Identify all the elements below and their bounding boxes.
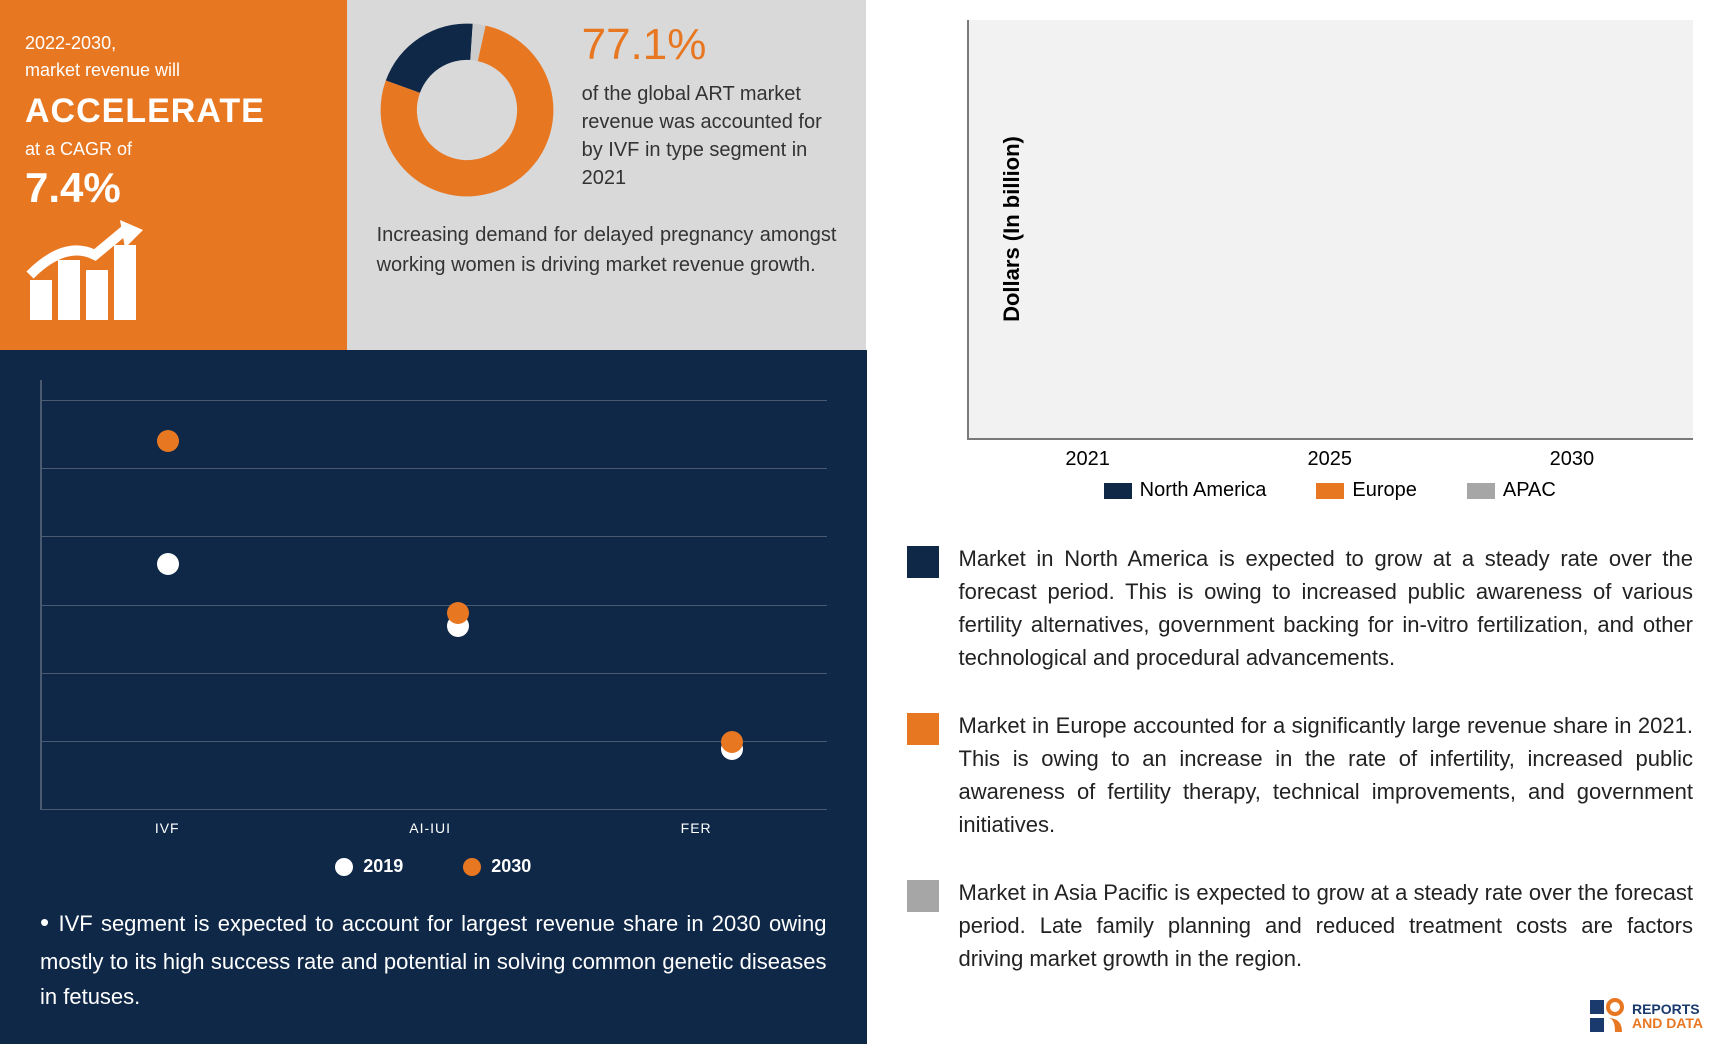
bar-chart-x-labels: 2021 2025 2030 bbox=[967, 448, 1694, 471]
cagr-period: 2022-2030, bbox=[25, 30, 322, 57]
dot-chart-area bbox=[40, 380, 827, 810]
bar-x-label: 2021 bbox=[1065, 448, 1110, 471]
donut-panel: 77.1% of the global ART market revenue w… bbox=[347, 0, 867, 350]
dot-chart-x-labels: IVF AI-IUI FER bbox=[40, 820, 827, 836]
donut-caption: Increasing demand for delayed pregnancy … bbox=[377, 220, 837, 280]
bar-x-label: 2025 bbox=[1307, 448, 1352, 471]
dot-legend-item: 2030 bbox=[463, 856, 531, 877]
bar-x-label: 2030 bbox=[1550, 448, 1595, 471]
dot-chart-category: FER bbox=[681, 820, 712, 836]
region-text: Market in North America is expected to g… bbox=[959, 542, 1694, 674]
cagr-percent: 7.4% bbox=[25, 164, 322, 212]
cagr-sub: at a CAGR of bbox=[25, 139, 322, 160]
region-notes: Market in North America is expected to g… bbox=[907, 542, 1694, 975]
growth-chart-icon bbox=[25, 220, 145, 320]
dot-chart-caption: IVF segment is expected to account for l… bbox=[40, 902, 827, 1014]
bar-legend-item: Europe bbox=[1316, 479, 1417, 502]
bar-chart: Dollars (In billion) bbox=[967, 20, 1694, 440]
bar-chart-y-label: Dollars (In billion) bbox=[998, 136, 1024, 322]
cagr-panel: 2022-2030, market revenue will ACCELERAT… bbox=[0, 0, 347, 350]
logo-icon bbox=[1588, 998, 1624, 1034]
dot-chart-panel: IVF AI-IUI FER 2019 2030 IVF segment is exp… bbox=[0, 350, 867, 1044]
donut-description: of the global ART market revenue was acc… bbox=[582, 80, 837, 192]
dot-chart-category: AI-IUI bbox=[409, 820, 451, 836]
dot-point bbox=[157, 553, 179, 575]
donut-percent: 77.1% bbox=[582, 20, 837, 70]
donut-chart bbox=[377, 20, 557, 200]
dot-legend-item: 2019 bbox=[335, 856, 403, 877]
logo-line2: AND DATA bbox=[1632, 1016, 1703, 1030]
bar-chart-legend: North America Europe APAC bbox=[967, 479, 1694, 502]
region-note: Market in Europe accounted for a signifi… bbox=[907, 709, 1694, 841]
region-swatch bbox=[907, 713, 939, 745]
logo-line1: REPORTS bbox=[1632, 1002, 1703, 1016]
region-note: Market in North America is expected to g… bbox=[907, 542, 1694, 674]
region-swatch bbox=[907, 880, 939, 912]
region-note: Market in Asia Pacific is expected to gr… bbox=[907, 876, 1694, 975]
cagr-intro: market revenue will bbox=[25, 57, 322, 84]
dot-point bbox=[447, 602, 469, 624]
dot-chart-category: IVF bbox=[155, 820, 180, 836]
bar-legend-item: APAC bbox=[1467, 479, 1556, 502]
region-text: Market in Europe accounted for a signifi… bbox=[959, 709, 1694, 841]
region-swatch bbox=[907, 546, 939, 578]
cagr-accelerate: ACCELERATE bbox=[25, 92, 322, 131]
bar-legend-item: North America bbox=[1104, 479, 1267, 502]
dot-chart-legend: 2019 2030 bbox=[40, 856, 827, 877]
logo: REPORTS AND DATA bbox=[1588, 998, 1703, 1034]
dot-point bbox=[157, 430, 179, 452]
region-text: Market in Asia Pacific is expected to gr… bbox=[959, 876, 1694, 975]
dot-point bbox=[721, 731, 743, 753]
